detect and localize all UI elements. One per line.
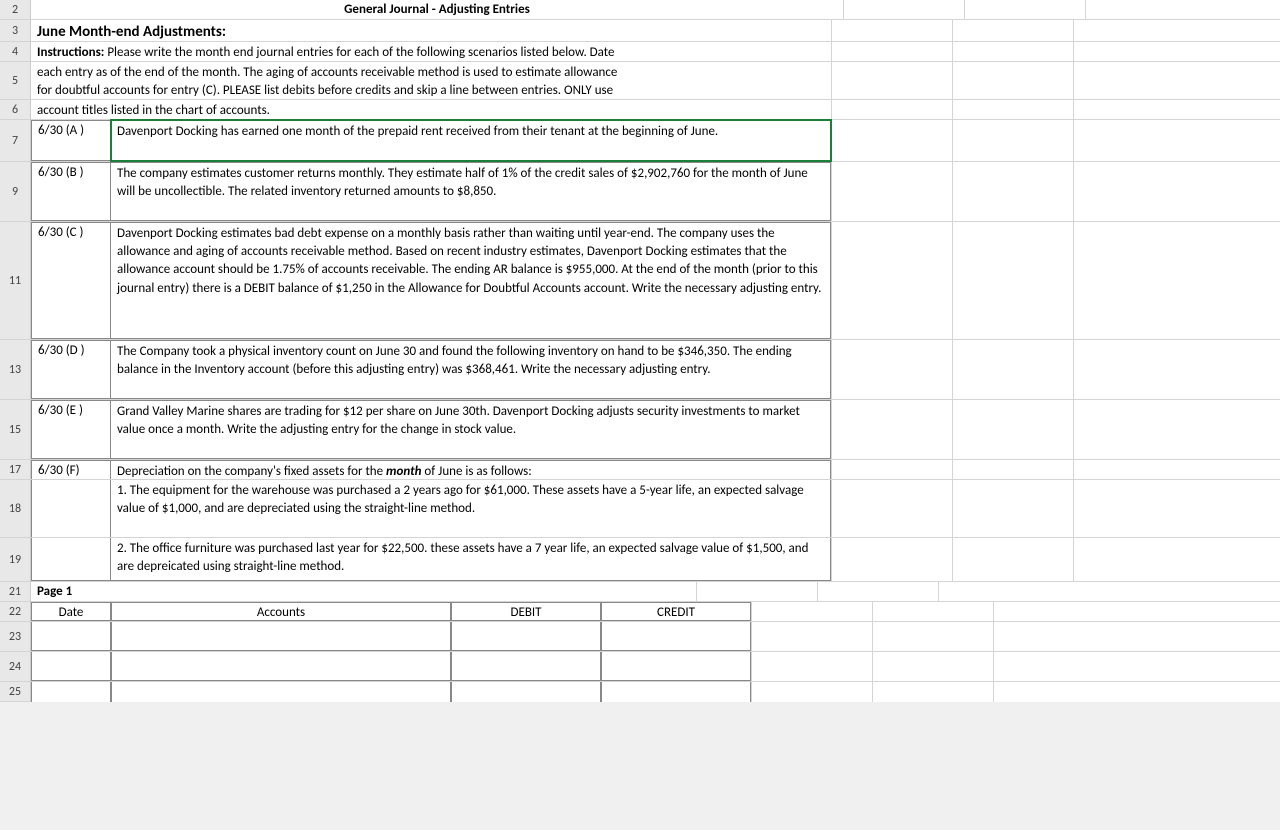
row-num[interactable]: 21 (0, 582, 30, 602)
scenario-date: 6/30 (D ) (31, 340, 111, 399)
spreadsheet: 2 3 4 5 6 7 9 11 13 15 17 18 19 21 22 23… (0, 0, 1280, 702)
journal-table-header[interactable]: Date Accounts DEBIT CREDIT (31, 602, 1280, 622)
row-num[interactable]: 23 (0, 622, 30, 652)
scenario-e-row[interactable]: 6/30 (E ) Grand Valley Marine shares are… (31, 400, 1280, 460)
cell-accounts[interactable] (111, 622, 451, 651)
instructions-text: Instructions: Please write the month end… (31, 42, 831, 61)
instructions-text: each entry as of the end of the month. T… (31, 62, 831, 99)
row-number-gutter: 2 3 4 5 6 7 9 11 13 15 17 18 19 21 22 23… (0, 0, 31, 702)
scenario-f-item1[interactable]: 1. The equipment for the warehouse was p… (31, 480, 1280, 538)
scenario-text: The Company took a physical inventory co… (111, 340, 831, 399)
row-num[interactable]: 2 (0, 0, 30, 20)
row-num[interactable]: 25 (0, 682, 30, 702)
heading-row[interactable]: June Month-end Adjustments: (31, 20, 1280, 42)
cell-date[interactable] (31, 622, 111, 651)
scenario-date: 6/30 (E ) (31, 400, 111, 459)
scenario-date: 6/30 (A ) (31, 120, 111, 161)
cell-date[interactable] (31, 652, 111, 681)
row-num[interactable]: 19 (0, 538, 30, 582)
title-row[interactable]: General Journal - Adjusting Entries (31, 0, 1280, 20)
scenario-text: Depreciation on the company's fixed asse… (111, 460, 831, 479)
journal-entry-row[interactable] (31, 682, 1280, 702)
scenario-d-row[interactable]: 6/30 (D ) The Company took a physical in… (31, 340, 1280, 400)
row-num[interactable]: 18 (0, 480, 30, 538)
scenario-text: Davenport Docking estimates bad debt exp… (111, 222, 831, 339)
cell-debit[interactable] (451, 682, 601, 702)
row-num[interactable]: 9 (0, 162, 30, 222)
row-num[interactable]: 6 (0, 100, 30, 120)
scenario-a-row[interactable]: 6/30 (A ) Davenport Docking has earned o… (31, 120, 1280, 162)
cell-debit[interactable] (451, 652, 601, 681)
scenario-date: 6/30 (C ) (31, 222, 111, 339)
journal-title: General Journal - Adjusting Entries (31, 0, 843, 19)
row-num[interactable]: 7 (0, 120, 30, 162)
instructions-row[interactable]: each entry as of the end of the month. T… (31, 62, 1280, 100)
cell-debit[interactable] (451, 622, 601, 651)
row-num[interactable]: 17 (0, 460, 30, 480)
row-num[interactable]: 11 (0, 222, 30, 340)
col-credit: CREDIT (601, 602, 751, 621)
cell-accounts[interactable] (111, 682, 451, 702)
scenario-date (31, 480, 111, 537)
row-num[interactable]: 4 (0, 42, 30, 62)
row-num[interactable]: 24 (0, 652, 30, 682)
journal-entry-row[interactable] (31, 652, 1280, 682)
cell-accounts[interactable] (111, 652, 451, 681)
scenario-f-item2[interactable]: 2. The office furniture was purchased la… (31, 538, 1280, 582)
cell-credit[interactable] (601, 652, 751, 681)
scenario-text: 1. The equipment for the warehouse was p… (111, 480, 831, 537)
instructions-row[interactable]: Instructions: Please write the month end… (31, 42, 1280, 62)
row-num[interactable]: 15 (0, 400, 30, 460)
col-date: Date (31, 602, 111, 621)
col-debit: DEBIT (451, 602, 601, 621)
cell-date[interactable] (31, 682, 111, 702)
scenario-date: 6/30 (B ) (31, 162, 111, 221)
col-accounts: Accounts (111, 602, 451, 621)
row-num[interactable]: 3 (0, 20, 30, 42)
cell-credit[interactable] (601, 682, 751, 702)
scenario-text: 2. The office furniture was purchased la… (111, 538, 831, 581)
instructions-row[interactable]: account titles listed in the chart of ac… (31, 100, 1280, 120)
row-num[interactable]: 22 (0, 602, 30, 622)
scenario-text-active[interactable]: Davenport Docking has earned one month o… (111, 120, 831, 161)
cell-credit[interactable] (601, 622, 751, 651)
page-label-row[interactable]: Page 1 (31, 582, 1280, 602)
month-end-heading: June Month-end Adjustments: (31, 20, 831, 41)
sheet-content: General Journal - Adjusting Entries June… (31, 0, 1280, 702)
page-label: Page 1 (31, 582, 111, 601)
scenario-date: 6/30 (F) (31, 460, 111, 479)
scenario-text: Grand Valley Marine shares are trading f… (111, 400, 831, 459)
scenario-f-row[interactable]: 6/30 (F) Depreciation on the company's f… (31, 460, 1280, 480)
scenario-c-row[interactable]: 6/30 (C ) Davenport Docking estimates ba… (31, 222, 1280, 340)
scenario-date (31, 538, 111, 581)
scenario-b-row[interactable]: 6/30 (B ) The company estimates customer… (31, 162, 1280, 222)
instructions-text: account titles listed in the chart of ac… (31, 100, 831, 119)
row-num[interactable]: 5 (0, 62, 30, 100)
scenario-text: The company estimates customer returns m… (111, 162, 831, 221)
journal-entry-row[interactable] (31, 622, 1280, 652)
row-num[interactable]: 13 (0, 340, 30, 400)
